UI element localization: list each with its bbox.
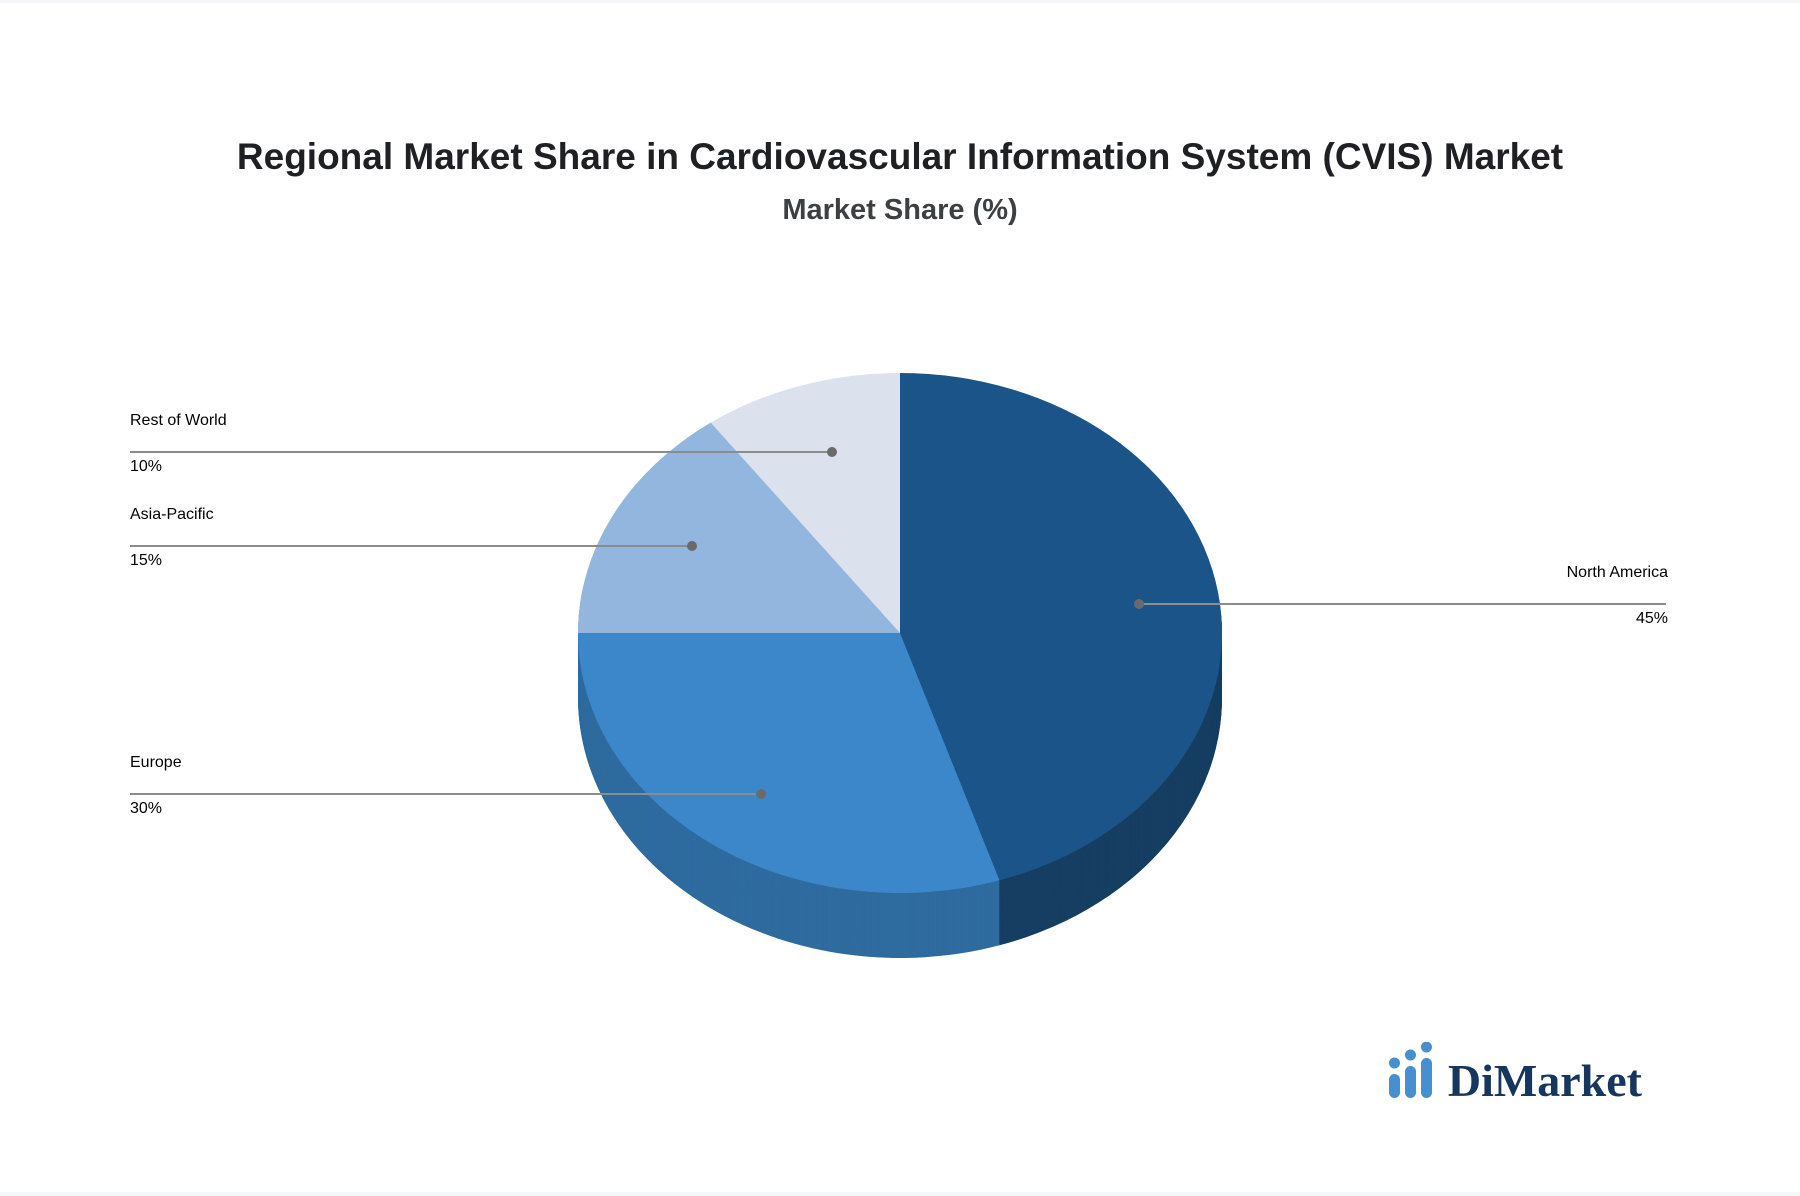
slice-value-rest-of-world: 10% — [130, 458, 163, 475]
leader-dot-north-america — [1134, 599, 1144, 609]
callout-dots — [687, 447, 1144, 799]
bar-chart-icon — [1388, 1042, 1432, 1098]
chart-title: Regional Market Share in Cardiovascular … — [236, 136, 1564, 177]
callout-lines — [130, 451, 1666, 795]
bottom-edge-strip — [0, 1192, 1800, 1196]
leader-dot-rest-of-world — [827, 447, 837, 457]
pie-slice-rest-of-world[interactable] — [710, 373, 900, 633]
brand-logo: DiMarket — [1388, 1040, 1642, 1106]
slice-value-europe: 30% — [130, 800, 163, 817]
pie-slices[interactable] — [578, 373, 1223, 894]
pie-slice-europe[interactable] — [578, 633, 1000, 894]
leader-dot-asia-pacific — [687, 541, 697, 551]
leader-dot-europe — [756, 789, 766, 799]
pie-slice-north-america[interactable] — [900, 373, 1223, 881]
slice-value-north-america: 45% — [1635, 610, 1668, 627]
brand-name: DiMarket — [1447, 1055, 1642, 1106]
chart-subtitle: Market Share (%) — [782, 194, 1018, 226]
slice-label-europe: Europe — [130, 754, 182, 771]
slice-label-asia-pacific: Asia-Pacific — [130, 506, 214, 523]
top-edge-strip — [0, 0, 1800, 3]
slice-value-asia-pacific: 15% — [130, 552, 163, 569]
slice-label-rest-of-world: Rest of World — [130, 412, 227, 429]
pie-slice-asia-pacific[interactable] — [578, 422, 900, 633]
slice-label-north-america: North America — [1566, 564, 1668, 581]
